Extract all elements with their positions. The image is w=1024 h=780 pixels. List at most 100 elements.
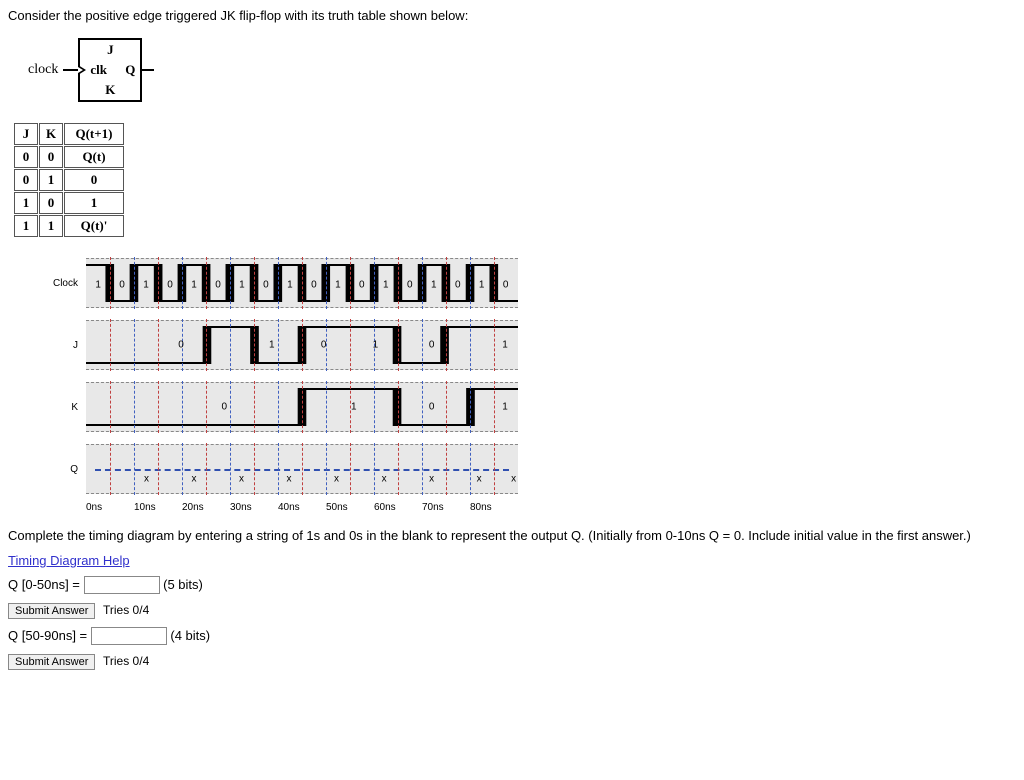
- answer2-label-post: (4 bits): [170, 628, 210, 643]
- grid-line-blue: [278, 443, 279, 495]
- grid-line-red: [254, 257, 255, 309]
- grid-line-blue: [326, 443, 327, 495]
- grid-line-blue: [326, 257, 327, 309]
- grid-line-red: [494, 381, 495, 433]
- q-value: x: [192, 473, 197, 484]
- grid-line-red: [206, 257, 207, 309]
- answer1-label-pre: Q [0-50ns] =: [8, 577, 84, 592]
- j-value: 0: [321, 340, 327, 351]
- grid-line-blue: [182, 381, 183, 433]
- grid-line-blue: [470, 381, 471, 433]
- grid-line-red: [350, 257, 351, 309]
- k-signal-label: K: [38, 402, 86, 413]
- grid-line-red: [398, 443, 399, 495]
- j-signal-label: J: [38, 340, 86, 351]
- grid-line-red: [446, 257, 447, 309]
- grid-line-blue: [278, 381, 279, 433]
- grid-line-red: [254, 319, 255, 371]
- grid-line-blue: [470, 319, 471, 371]
- clock-value: 0: [167, 280, 173, 291]
- q-value: x: [382, 473, 387, 484]
- grid-line-red: [206, 443, 207, 495]
- j-value: 1: [502, 340, 508, 351]
- th-j: J: [14, 123, 38, 145]
- grid-line-red: [206, 381, 207, 433]
- clock-label: clock: [28, 62, 58, 78]
- submit-answer1-button[interactable]: Submit Answer: [8, 603, 95, 619]
- grid-line-blue: [374, 381, 375, 433]
- clock-value: 0: [119, 280, 125, 291]
- grid-line-blue: [134, 319, 135, 371]
- answer2-label-pre: Q [50-90ns] =: [8, 628, 91, 643]
- time-tick: 0ns: [86, 502, 134, 513]
- grid-line-red: [350, 443, 351, 495]
- grid-line-red: [158, 319, 159, 371]
- grid-line-blue: [326, 381, 327, 433]
- grid-line-blue: [230, 381, 231, 433]
- grid-line-blue: [230, 257, 231, 309]
- j-value: 1: [269, 340, 275, 351]
- q-value: x: [477, 473, 482, 484]
- q-track: xxxxxxxxx: [86, 444, 518, 494]
- submit-answer2-button[interactable]: Submit Answer: [8, 654, 95, 670]
- clock-value: 1: [287, 280, 293, 291]
- grid-line-blue: [374, 443, 375, 495]
- answer2-input[interactable]: [91, 627, 167, 645]
- timing-diagram-help-link[interactable]: Timing Diagram Help: [8, 553, 130, 568]
- grid-line-red: [206, 319, 207, 371]
- clock-value: 1: [143, 280, 149, 291]
- k-value: 0: [429, 402, 435, 413]
- time-tick: 60ns: [374, 502, 422, 513]
- time-axis: 0ns10ns20ns30ns40ns50ns60ns70ns80ns: [86, 502, 518, 513]
- grid-line-red: [302, 381, 303, 433]
- grid-line-blue: [470, 257, 471, 309]
- table-row: 010: [14, 169, 124, 191]
- answer1-input[interactable]: [84, 576, 160, 594]
- clock-value: 1: [383, 280, 389, 291]
- time-tick: 50ns: [326, 502, 374, 513]
- q-pin: Q: [125, 62, 135, 78]
- table-row: 11Q(t)': [14, 215, 124, 237]
- answer1-label-post: (5 bits): [163, 577, 203, 592]
- grid-line-red: [110, 381, 111, 433]
- q-value: x: [334, 473, 339, 484]
- tries1-text: Tries 0/4: [103, 603, 149, 617]
- arrow-line: [63, 69, 78, 71]
- grid-line-red: [398, 319, 399, 371]
- k-value: 1: [502, 402, 508, 413]
- clock-value: 1: [479, 280, 485, 291]
- grid-line-red: [110, 319, 111, 371]
- grid-line-red: [254, 381, 255, 433]
- time-tick: 70ns: [422, 502, 470, 513]
- grid-line-blue: [230, 319, 231, 371]
- k-value: 1: [351, 402, 357, 413]
- clk-pin: clk: [90, 62, 107, 78]
- clock-value: 1: [191, 280, 197, 291]
- k-track: 0 1 0 1: [86, 382, 518, 432]
- time-tick: 10ns: [134, 502, 182, 513]
- grid-line-blue: [182, 443, 183, 495]
- jk-block-diagram: clock J clk Q K: [28, 38, 1016, 102]
- q-value: x: [144, 473, 149, 484]
- grid-line-red: [110, 257, 111, 309]
- grid-line-blue: [374, 257, 375, 309]
- k-value: 0: [221, 402, 227, 413]
- grid-line-red: [302, 443, 303, 495]
- th-qnext: Q(t+1): [64, 123, 124, 145]
- grid-line-red: [446, 381, 447, 433]
- question-text: Complete the timing diagram by entering …: [8, 528, 1016, 543]
- k-pin: K: [105, 82, 115, 98]
- clock-value: 1: [335, 280, 341, 291]
- grid-line-blue: [278, 319, 279, 371]
- timing-diagram: Clock 101010101010101010 J 010101 K 0101…: [38, 258, 518, 513]
- clock-value: 1: [239, 280, 245, 291]
- clock-value: 0: [359, 280, 365, 291]
- th-k: K: [39, 123, 63, 145]
- grid-line-blue: [470, 443, 471, 495]
- grid-line-blue: [230, 443, 231, 495]
- truth-table: J K Q(t+1) 00Q(t) 010 101 11Q(t)': [13, 122, 1016, 238]
- grid-line-red: [446, 319, 447, 371]
- table-row: J K Q(t+1): [14, 123, 124, 145]
- time-tick: 20ns: [182, 502, 230, 513]
- grid-line-red: [302, 319, 303, 371]
